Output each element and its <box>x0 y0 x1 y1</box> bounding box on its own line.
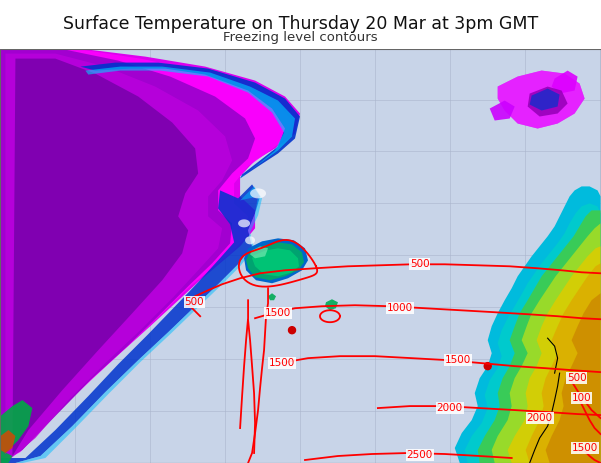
Text: 1500: 1500 <box>572 443 598 453</box>
Text: 100: 100 <box>572 393 591 403</box>
Polygon shape <box>492 223 600 463</box>
Text: 500: 500 <box>185 297 204 307</box>
Polygon shape <box>490 100 514 120</box>
Polygon shape <box>13 59 198 456</box>
Text: 1500: 1500 <box>445 355 471 365</box>
Text: 2000: 2000 <box>526 413 553 423</box>
Polygon shape <box>552 70 578 94</box>
Polygon shape <box>81 63 300 178</box>
Polygon shape <box>244 238 308 283</box>
Polygon shape <box>250 188 266 198</box>
Polygon shape <box>498 70 585 129</box>
Polygon shape <box>85 67 295 178</box>
Circle shape <box>484 363 491 369</box>
Polygon shape <box>16 187 262 463</box>
Circle shape <box>288 327 296 334</box>
Polygon shape <box>529 88 560 111</box>
Text: 1000: 1000 <box>387 303 413 313</box>
Polygon shape <box>1 184 260 463</box>
Polygon shape <box>1 49 300 463</box>
Polygon shape <box>465 203 600 463</box>
Polygon shape <box>238 219 250 227</box>
Polygon shape <box>325 299 338 310</box>
Polygon shape <box>1 453 13 463</box>
Text: 500: 500 <box>410 259 430 269</box>
Circle shape <box>485 363 491 369</box>
Circle shape <box>484 363 491 369</box>
Polygon shape <box>508 246 600 463</box>
Text: Surface Temperature on Thursday 20 Mar at 3pm GMT: Surface Temperature on Thursday 20 Mar a… <box>63 15 538 33</box>
Polygon shape <box>250 246 268 258</box>
Polygon shape <box>498 70 585 129</box>
Polygon shape <box>1 400 32 458</box>
Text: Freezing level contours: Freezing level contours <box>223 31 378 44</box>
Polygon shape <box>1 49 255 463</box>
Circle shape <box>289 327 295 333</box>
Polygon shape <box>478 210 600 463</box>
Polygon shape <box>528 87 567 117</box>
Polygon shape <box>5 54 232 463</box>
Polygon shape <box>245 236 255 244</box>
Polygon shape <box>1 430 16 453</box>
Polygon shape <box>246 242 304 280</box>
Polygon shape <box>526 263 600 463</box>
Text: 500: 500 <box>567 373 587 383</box>
Text: 1500: 1500 <box>265 308 291 318</box>
Polygon shape <box>455 187 600 463</box>
Circle shape <box>288 327 296 334</box>
Polygon shape <box>252 248 299 276</box>
Text: 2000: 2000 <box>437 403 463 413</box>
Text: 1500: 1500 <box>269 358 295 368</box>
Text: 2500: 2500 <box>407 450 433 460</box>
Polygon shape <box>268 293 276 300</box>
Polygon shape <box>546 293 600 463</box>
Polygon shape <box>1 49 292 463</box>
